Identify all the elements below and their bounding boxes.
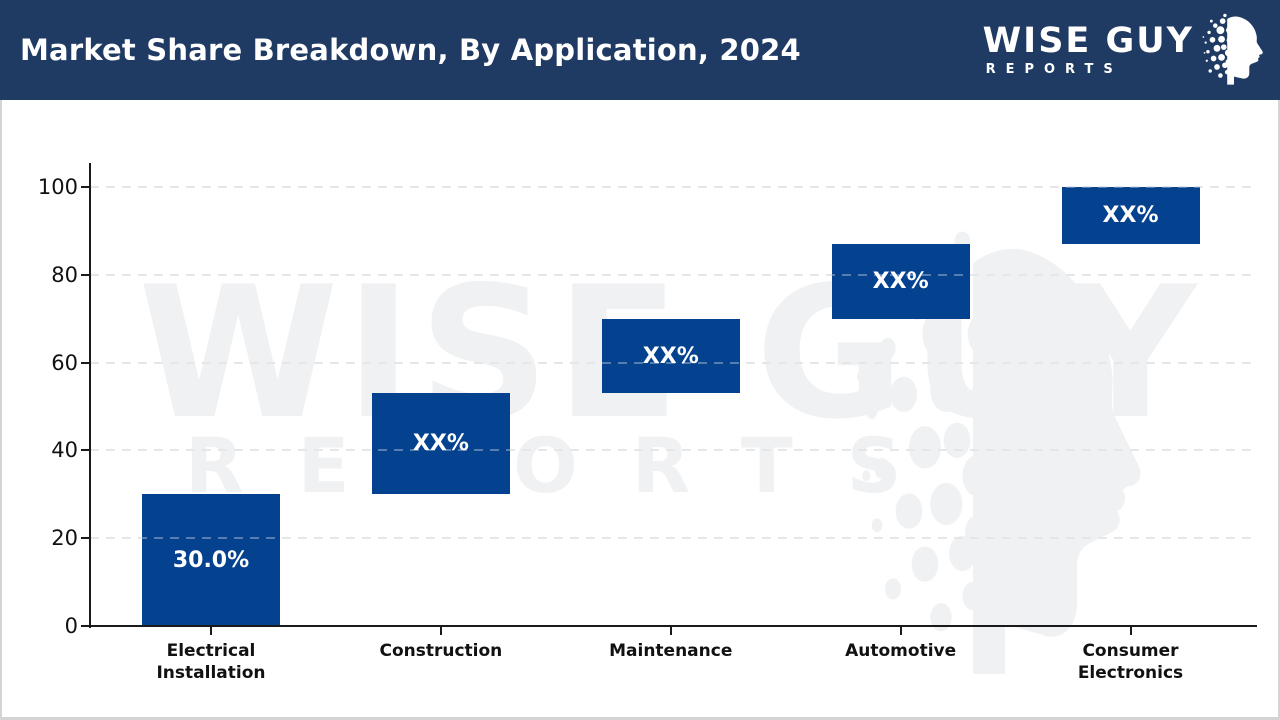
bar: XX% <box>831 244 970 319</box>
gridline-overlay <box>90 537 1256 540</box>
gridline <box>90 186 1256 188</box>
y-tick-label: 100 <box>37 175 78 199</box>
logo-subtitle: REPORTS <box>985 62 1123 77</box>
y-tick-label: 0 <box>64 614 78 638</box>
page-border-right <box>1278 100 1280 720</box>
bar-value-label: XX% <box>642 343 699 369</box>
y-axis-tick <box>81 273 89 276</box>
y-axis-tick <box>81 449 89 452</box>
bar-value-label: XX% <box>872 268 929 294</box>
bar: XX% <box>371 393 510 495</box>
x-axis-tick <box>1129 627 1132 635</box>
wise-guy-head-icon <box>1200 11 1268 89</box>
y-axis-tick <box>81 537 89 540</box>
logo-wordmark: WISE GUY <box>982 21 1194 61</box>
watermark-text-reports: REPORTS <box>185 421 956 510</box>
bar: XX% <box>601 318 740 394</box>
x-axis-tick <box>669 627 672 635</box>
y-axis-line <box>89 162 91 628</box>
x-category-label: Consumer Electronics <box>1077 641 1184 684</box>
page-border-left <box>0 100 2 720</box>
x-axis-tick <box>210 627 212 635</box>
page-border-bottom <box>0 717 1280 720</box>
bar: 30.0% <box>142 494 280 626</box>
x-category-label: Construction <box>379 641 503 661</box>
y-axis-tick <box>81 361 89 364</box>
gridline-overlay <box>90 361 1256 364</box>
y-tick-label: 40 <box>51 438 78 463</box>
gridline-overlay <box>90 186 1256 188</box>
header-banner: Market Share Breakdown, By Application, … <box>0 0 1280 100</box>
x-category-label: Electrical Installation <box>156 641 266 684</box>
page-title: Market Share Breakdown, By Application, … <box>20 33 801 67</box>
x-category-label: Maintenance <box>609 641 733 661</box>
gridline <box>90 449 1256 452</box>
gridline <box>90 537 1256 540</box>
gridline <box>90 273 1256 276</box>
x-axis-line <box>89 625 1257 627</box>
bar-value-label: 30.0% <box>172 547 250 573</box>
x-category-label: Automotive <box>845 641 957 661</box>
wise-guy-logo: WISE GUY REPORTS <box>983 11 1280 89</box>
y-tick-label: 20 <box>51 526 78 551</box>
y-axis-tick <box>81 625 89 627</box>
x-axis-tick <box>439 627 442 635</box>
y-tick-label: 80 <box>51 262 78 287</box>
bar-value-label: XX% <box>412 431 469 457</box>
x-axis-tick <box>899 627 902 635</box>
bar-value-label: XX% <box>1102 203 1159 229</box>
bar: XX% <box>1061 187 1200 245</box>
gridline-overlay <box>90 449 1256 452</box>
y-axis-tick <box>81 186 89 188</box>
gridline-overlay <box>90 273 1256 276</box>
y-tick-label: 60 <box>51 350 78 375</box>
